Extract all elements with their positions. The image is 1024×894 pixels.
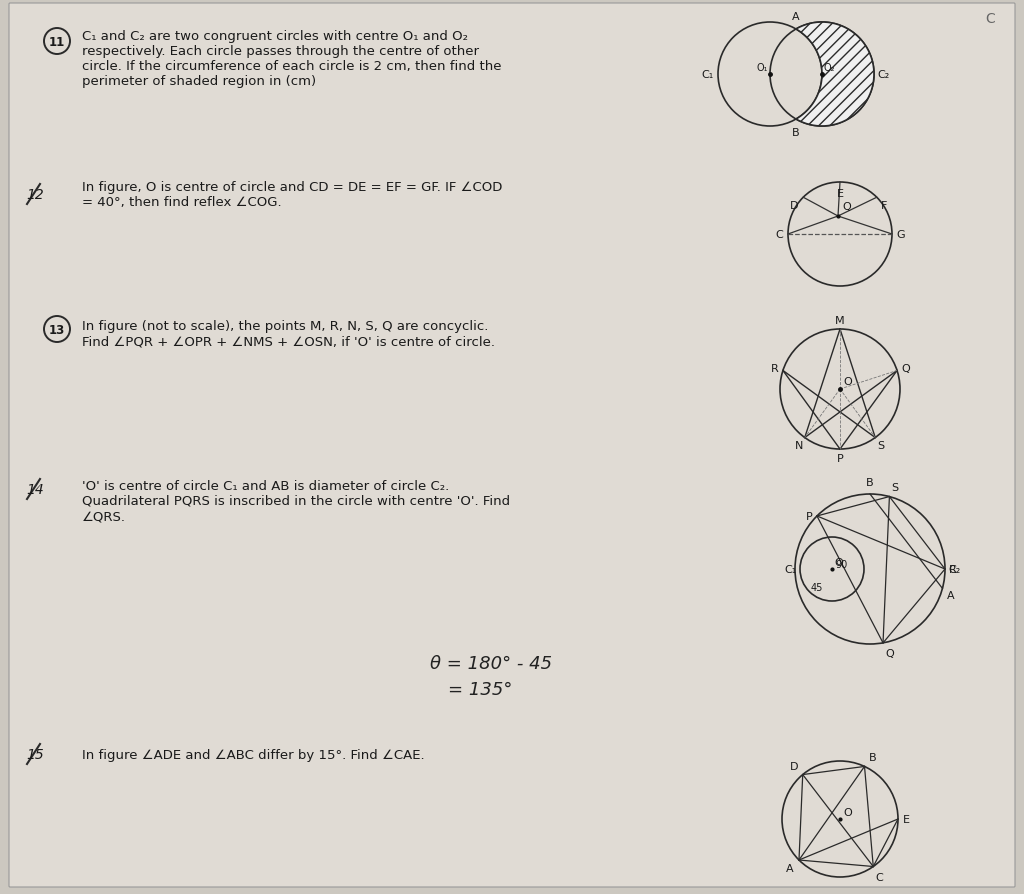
Text: C₂: C₂ (877, 70, 889, 80)
Polygon shape (796, 23, 873, 127)
Text: In figure ∠ADE and ∠ABC differ by 15°. Find ∠CAE.: In figure ∠ADE and ∠ABC differ by 15°. F… (82, 747, 425, 761)
Text: B: B (866, 477, 873, 487)
Text: R: R (770, 363, 778, 374)
Text: O: O (834, 557, 843, 568)
Text: R: R (949, 564, 956, 574)
Text: 11: 11 (49, 36, 66, 48)
Text: θ = 180° - 45: θ = 180° - 45 (430, 654, 552, 672)
Text: 90: 90 (836, 560, 848, 569)
Text: E: E (903, 814, 910, 824)
Text: C: C (876, 872, 883, 881)
Text: 12: 12 (27, 188, 44, 202)
Text: Q: Q (842, 202, 851, 212)
Text: 45: 45 (811, 582, 823, 593)
Text: F: F (881, 201, 887, 211)
Text: S: S (892, 482, 898, 492)
Text: D: D (790, 201, 799, 211)
Text: 15: 15 (27, 747, 44, 761)
Text: P: P (837, 453, 844, 463)
Text: G: G (896, 230, 904, 240)
Text: 'O' is centre of circle C₁ and AB is diameter of circle C₂.
Quadrilateral PQRS i: 'O' is centre of circle C₁ and AB is dia… (82, 479, 510, 522)
Text: C₂: C₂ (948, 564, 961, 574)
Text: A: A (786, 863, 794, 873)
Text: 14: 14 (27, 483, 44, 496)
Text: E: E (837, 189, 844, 198)
Text: C₁ and C₂ are two congruent circles with centre O₁ and O₂
respectively. Each cir: C₁ and C₂ are two congruent circles with… (82, 30, 502, 88)
Text: Q: Q (901, 363, 910, 374)
Text: In figure, O is centre of circle and CD = DE = EF = GF. IF ∠COD
= 40°, then find: In figure, O is centre of circle and CD … (82, 181, 503, 209)
Text: N: N (796, 441, 804, 451)
FancyBboxPatch shape (9, 4, 1015, 887)
Text: C: C (775, 230, 783, 240)
Text: = 135°: = 135° (449, 680, 512, 698)
Text: Q: Q (885, 648, 894, 658)
Text: O: O (843, 807, 852, 817)
Text: O₁: O₁ (757, 63, 768, 73)
Text: C: C (985, 12, 995, 26)
Text: M: M (836, 316, 845, 325)
Text: C₁: C₁ (701, 70, 714, 80)
Text: B: B (793, 128, 800, 138)
Text: C₁: C₁ (784, 564, 797, 574)
Text: A: A (793, 12, 800, 22)
Text: O₂: O₂ (824, 63, 836, 73)
Text: In figure (not to scale), the points M, R, N, S, Q are concyclic.
Find ∠PQR + ∠O: In figure (not to scale), the points M, … (82, 320, 495, 348)
Text: P: P (806, 511, 813, 521)
Text: 13: 13 (49, 323, 66, 336)
Text: A: A (946, 591, 954, 601)
Text: O: O (843, 376, 852, 386)
Text: B: B (868, 753, 877, 763)
Text: D: D (791, 761, 799, 771)
Text: S: S (877, 441, 884, 451)
